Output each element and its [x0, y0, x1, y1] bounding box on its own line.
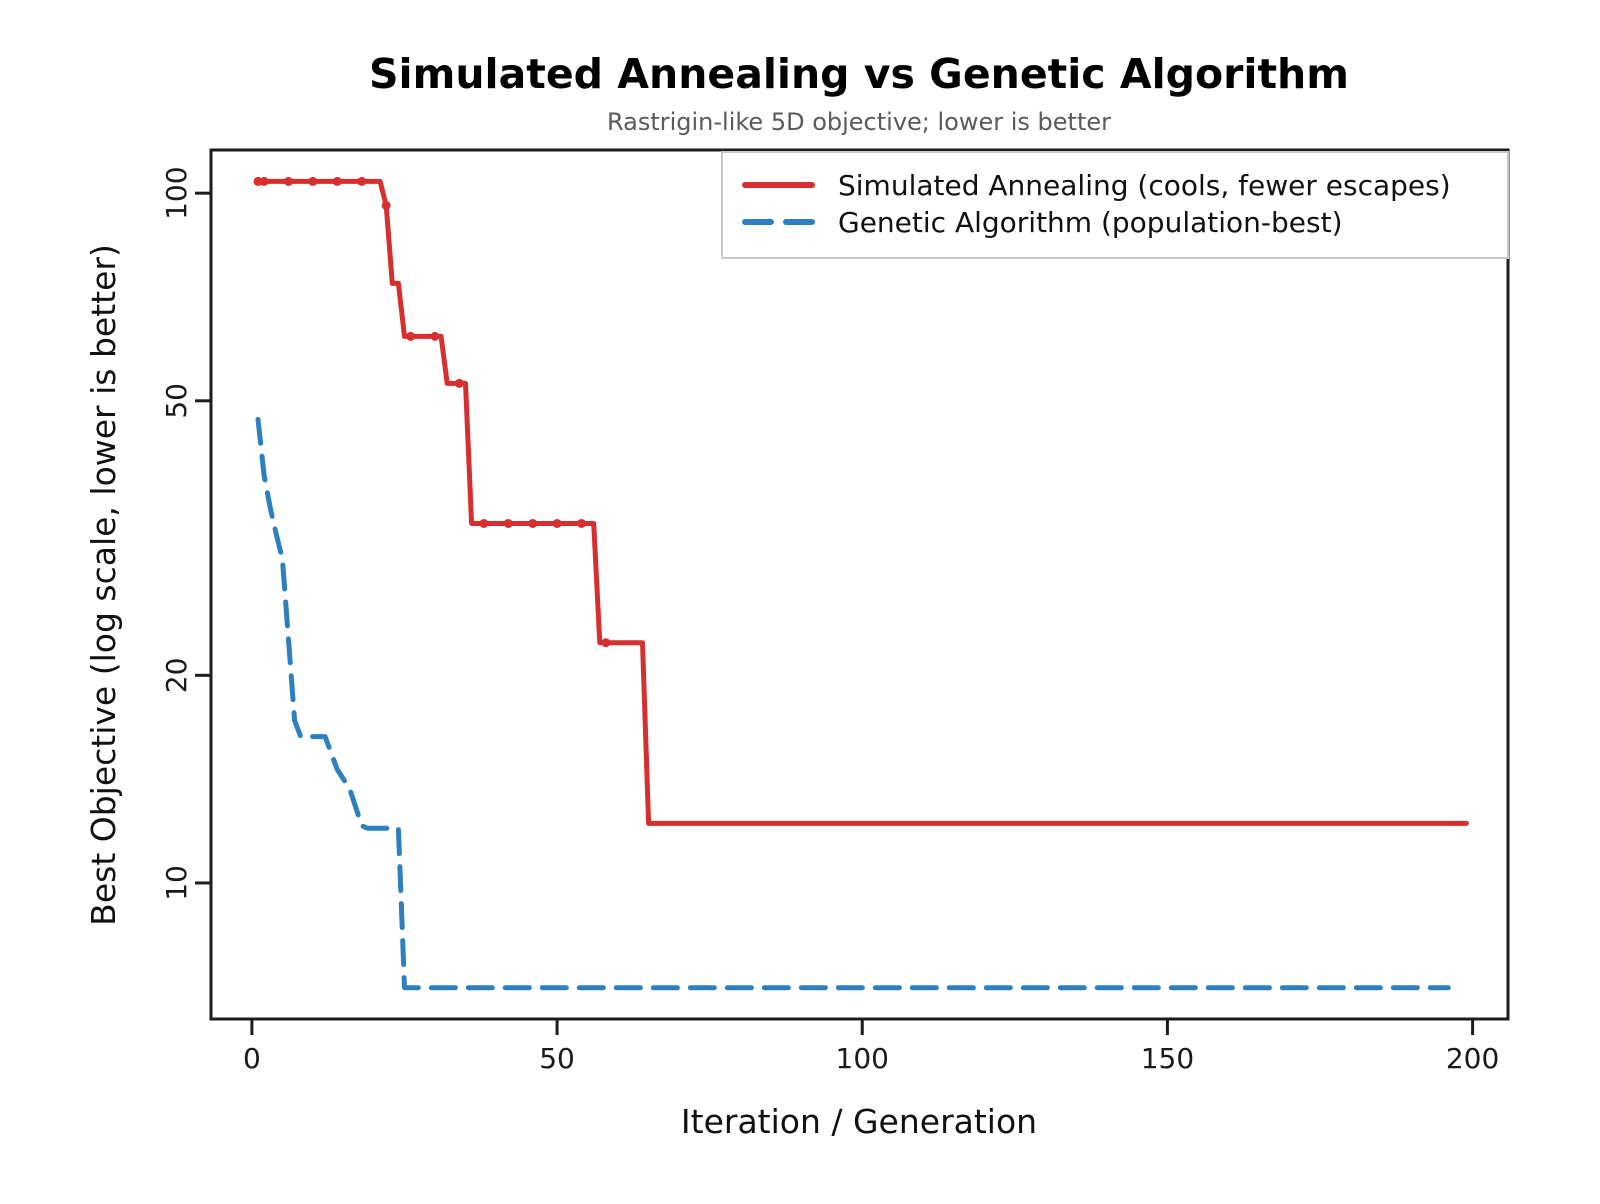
chart-subtitle: Rastrigin-like 5D objective; lower is be…	[607, 108, 1111, 136]
marker-dot-simulated-annealing	[332, 176, 342, 186]
y-tick-label: 100	[160, 166, 193, 219]
x-axis-title: Iteration / Generation	[681, 1102, 1037, 1141]
series-line-simulated-annealing	[255, 178, 1469, 826]
legend-entry-simulated-annealing: Simulated Annealing (cools, fewer escape…	[742, 169, 1451, 202]
legend: Simulated Annealing (cools, fewer escape…	[721, 151, 1509, 259]
x-tick-label: 200	[1446, 1042, 1499, 1075]
marker-dot-simulated-annealing	[601, 638, 611, 648]
marker-dot-simulated-annealing	[528, 518, 538, 528]
marker-dot-simulated-annealing	[406, 331, 416, 341]
marker-dot-simulated-annealing	[381, 200, 391, 210]
marker-dot-simulated-annealing	[576, 518, 586, 528]
marker-dot-simulated-annealing	[284, 176, 294, 186]
y-tick-label: 10	[160, 865, 193, 901]
legend-label-simulated-annealing: Simulated Annealing (cools, fewer escape…	[838, 169, 1451, 202]
marker-dot-simulated-annealing	[552, 518, 562, 528]
marker-dot-simulated-annealing	[259, 176, 269, 186]
marker-dot-simulated-annealing	[479, 518, 489, 528]
x-tick-label: 50	[539, 1042, 575, 1075]
x-tick-label: 0	[243, 1042, 261, 1075]
plot-frame	[209, 148, 1510, 1021]
x-tick-label: 150	[1141, 1042, 1194, 1075]
marker-dot-simulated-annealing	[308, 176, 318, 186]
x-tick-label: 100	[836, 1042, 889, 1075]
plot-area: 0 50 100 150 200 10 20 50 100 Simulated Annealing…	[160, 148, 1510, 1075]
legend-entry-genetic-algorithm: Genetic Algorithm (population-best)	[742, 206, 1343, 239]
marker-dot-simulated-annealing	[357, 176, 367, 186]
y-tick-label: 50	[160, 383, 193, 419]
marker-dot-simulated-annealing	[430, 331, 440, 341]
y-tick-label: 20	[160, 657, 193, 693]
chart-title: Simulated Annealing vs Genetic Algorithm	[369, 50, 1349, 98]
marker-dot-simulated-annealing	[503, 518, 513, 528]
legend-box	[721, 151, 1509, 259]
marker-dot-simulated-annealing	[454, 378, 464, 388]
y-axis-title: Best Objective (log scale, lower is bett…	[84, 244, 123, 926]
series-line-genetic-algorithm	[255, 416, 1451, 991]
legend-label-genetic-algorithm: Genetic Algorithm (population-best)	[838, 206, 1343, 239]
